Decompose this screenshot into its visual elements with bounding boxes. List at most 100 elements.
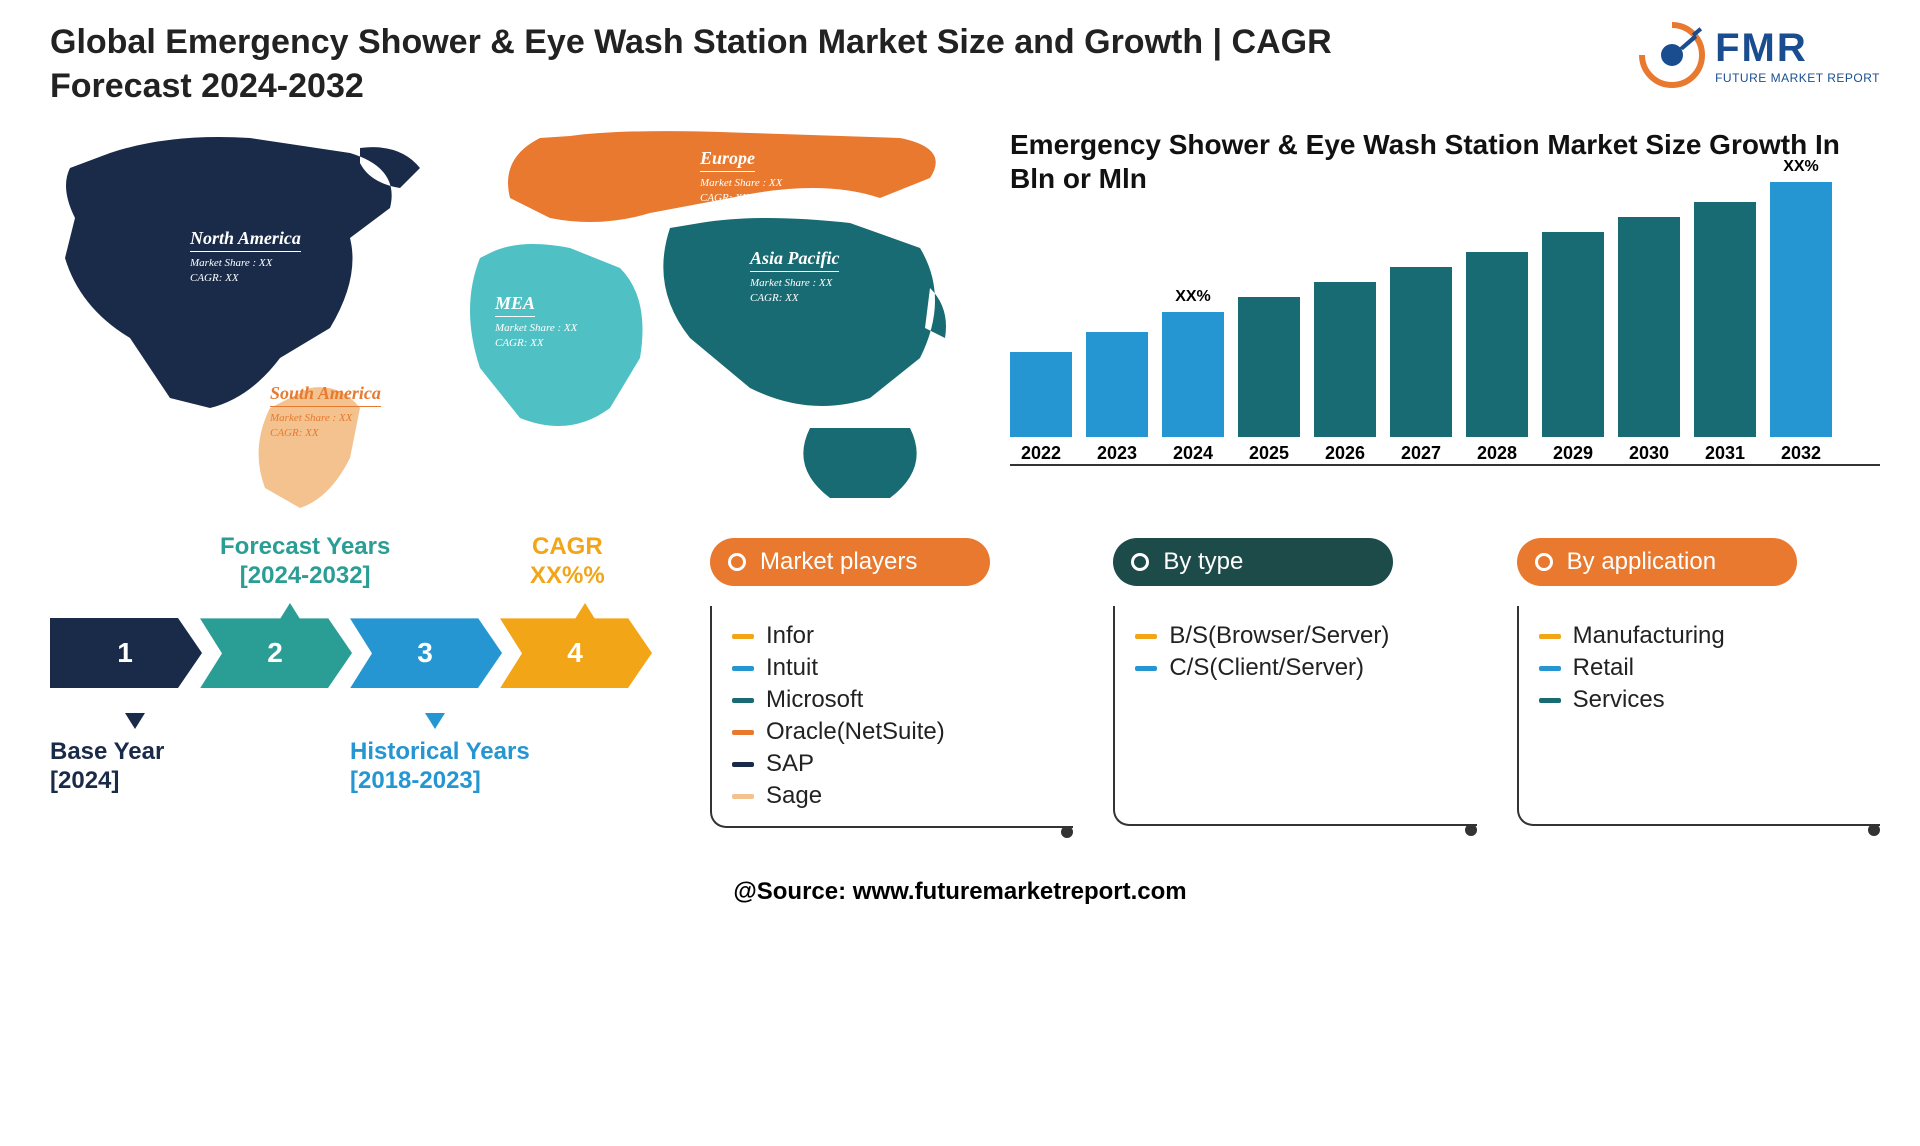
step-number: 4 (567, 637, 583, 669)
timeline-step: 2 (200, 618, 350, 688)
chart-title: Emergency Shower & Eye Wash Station Mark… (1010, 128, 1880, 195)
header: Global Emergency Shower & Eye Wash Stati… (0, 0, 1920, 118)
list-item: Sage (732, 782, 1065, 810)
bar-year-label: 2031 (1705, 443, 1745, 464)
by-application-column: By application Manufacturing Retail Servic… (1517, 538, 1880, 828)
bar-rect (1390, 267, 1452, 437)
cagr-label: CAGR XX%% (530, 533, 605, 591)
bar: 2025 (1238, 297, 1300, 464)
bar-rect (1314, 282, 1376, 437)
bar: 2028 (1466, 252, 1528, 464)
region-mea: MEA Market Share : XX CAGR: XX (495, 293, 577, 350)
list-item: C/S(Client/Server) (1135, 654, 1468, 682)
by-application-pill: By application (1517, 538, 1797, 586)
bar-rect (1618, 217, 1680, 437)
bar: 2026 (1314, 282, 1376, 464)
bar: 2030 (1618, 217, 1680, 464)
bar: XX%2032 (1770, 182, 1832, 464)
timeline-step: 1 (50, 618, 200, 688)
world-map: North America Market Share : XX CAGR: XX… (50, 128, 980, 508)
pointer-icon (575, 603, 595, 619)
item-text: Services (1573, 686, 1665, 714)
bar-rect (1770, 182, 1832, 437)
bar: 2031 (1694, 202, 1756, 464)
page-title: Global Emergency Shower & Eye Wash Stati… (50, 20, 1450, 108)
timeline-infographic: Forecast Years [2024-2032] CAGR XX%% 123… (50, 538, 670, 828)
bar-rect (1466, 252, 1528, 437)
bar-rect (1162, 312, 1224, 437)
bar-rect (1010, 352, 1072, 437)
item-text: Infor (766, 622, 814, 650)
item-text: C/S(Client/Server) (1169, 654, 1364, 682)
pointer-icon (125, 713, 145, 729)
bar: 2029 (1542, 232, 1604, 464)
step-number: 3 (417, 637, 433, 669)
bar: 2023 (1086, 332, 1148, 464)
bar-year-label: 2023 (1097, 443, 1137, 464)
bar-rect (1542, 232, 1604, 437)
dash-icon (732, 698, 754, 703)
list-item: Retail (1539, 654, 1872, 682)
step-number: 1 (117, 637, 133, 669)
dot-icon (728, 553, 746, 571)
historical-label: Historical Years [2018-2023] (350, 738, 530, 796)
bar-annotation: XX% (1783, 158, 1819, 176)
list-item: Infor (732, 622, 1065, 650)
list-item: Oracle(NetSuite) (732, 718, 1065, 746)
dash-icon (1539, 698, 1561, 703)
growth-bar-chart: Emergency Shower & Eye Wash Station Mark… (1010, 128, 1880, 508)
region-asia-pacific: Asia Pacific Market Share : XX CAGR: XX (750, 248, 839, 305)
dash-icon (732, 730, 754, 735)
bar-year-label: 2024 (1173, 443, 1213, 464)
pill-label: By application (1567, 548, 1716, 576)
pointer-icon (280, 603, 300, 619)
dash-icon (1135, 634, 1157, 639)
bar-year-label: 2027 (1401, 443, 1441, 464)
item-text: Retail (1573, 654, 1634, 682)
brand-logo: FMR FUTURE MARKET REPORT (1637, 20, 1880, 90)
item-text: Intuit (766, 654, 818, 682)
bar-rect (1694, 202, 1756, 437)
bar: XX%2024 (1162, 312, 1224, 464)
item-text: Microsoft (766, 686, 863, 714)
bar-year-label: 2026 (1325, 443, 1365, 464)
bar-year-label: 2022 (1021, 443, 1061, 464)
dash-icon (732, 794, 754, 799)
list-item: Microsoft (732, 686, 1065, 714)
bar: 2027 (1390, 267, 1452, 464)
dash-icon (732, 762, 754, 767)
bar-rect (1238, 297, 1300, 437)
forecast-label: Forecast Years [2024-2032] (220, 533, 390, 591)
dash-icon (1539, 634, 1561, 639)
dot-icon (1131, 553, 1149, 571)
dot-icon (1535, 553, 1553, 571)
market-players-column: Market players Infor Intuit Microsoft Oracl… (710, 538, 1073, 828)
base-year-label: Base Year [2024] (50, 738, 164, 796)
dash-icon (732, 634, 754, 639)
dash-icon (1135, 666, 1157, 671)
item-text: B/S(Browser/Server) (1169, 622, 1389, 650)
dash-icon (732, 666, 754, 671)
item-text: SAP (766, 750, 814, 778)
timeline-step: 4 (500, 618, 650, 688)
list-item: B/S(Browser/Server) (1135, 622, 1468, 650)
item-text: Sage (766, 782, 822, 810)
timeline-step: 3 (350, 618, 500, 688)
logo-text-main: FMR (1715, 26, 1880, 71)
item-text: Manufacturing (1573, 622, 1725, 650)
bar-year-label: 2028 (1477, 443, 1517, 464)
market-players-pill: Market players (710, 538, 990, 586)
item-text: Oracle(NetSuite) (766, 718, 945, 746)
list-item: SAP (732, 750, 1065, 778)
pill-label: Market players (760, 548, 917, 576)
source-attribution: @Source: www.futuremarketreport.com (0, 878, 1920, 906)
bar-year-label: 2029 (1553, 443, 1593, 464)
bar-year-label: 2030 (1629, 443, 1669, 464)
region-south-america: South America Market Share : XX CAGR: XX (270, 383, 381, 440)
bar-annotation: XX% (1175, 288, 1211, 306)
list-item: Intuit (732, 654, 1065, 682)
logo-text-sub: FUTURE MARKET REPORT (1715, 71, 1880, 85)
bar-year-label: 2025 (1249, 443, 1289, 464)
pill-label: By type (1163, 548, 1243, 576)
step-number: 2 (267, 637, 283, 669)
